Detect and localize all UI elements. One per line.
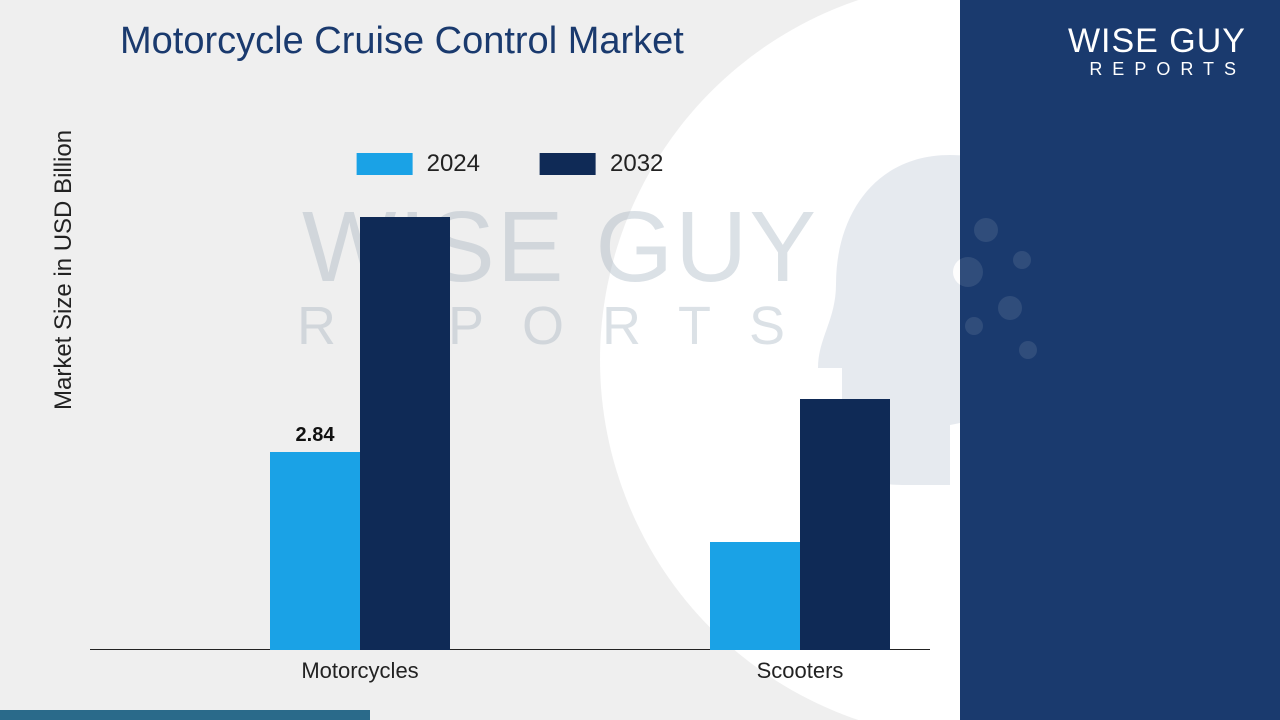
bar: 2.84 bbox=[270, 452, 360, 650]
brand-line1: WISE GUY bbox=[1068, 22, 1246, 61]
bar-group: Scooters bbox=[710, 399, 890, 650]
bar-group: 2.84Motorcycles bbox=[270, 217, 450, 650]
legend-label: 2032 bbox=[610, 150, 663, 178]
legend-item: 2024 bbox=[357, 150, 480, 178]
chart-title: Motorcycle Cruise Control Market bbox=[120, 20, 684, 63]
legend-swatch bbox=[357, 153, 413, 175]
legend-item: 2032 bbox=[540, 150, 663, 178]
canvas: WISE GUY REPORTS Motorcycle Cruise Contr… bbox=[0, 0, 1280, 720]
legend: 2024 2032 bbox=[357, 150, 664, 178]
bar-value-label: 2.84 bbox=[296, 424, 335, 447]
brand-logo: WISE GUY REPORTS bbox=[1068, 22, 1246, 80]
legend-swatch bbox=[540, 153, 596, 175]
legend-label: 2024 bbox=[427, 150, 480, 178]
x-axis-label: Motorcycles bbox=[301, 658, 418, 684]
decor-bottom-bar bbox=[0, 710, 370, 720]
chart-area: Market Size in USD Billion 20242032 2.84… bbox=[90, 150, 930, 670]
bar bbox=[800, 399, 890, 650]
y-axis-label: Market Size in USD Billion bbox=[50, 130, 78, 410]
bar bbox=[360, 217, 450, 650]
plot: 2.84Motorcycles Scooters bbox=[90, 210, 930, 650]
bar bbox=[710, 542, 800, 650]
x-axis-label: Scooters bbox=[757, 658, 844, 684]
brand-line2: REPORTS bbox=[1068, 59, 1246, 80]
